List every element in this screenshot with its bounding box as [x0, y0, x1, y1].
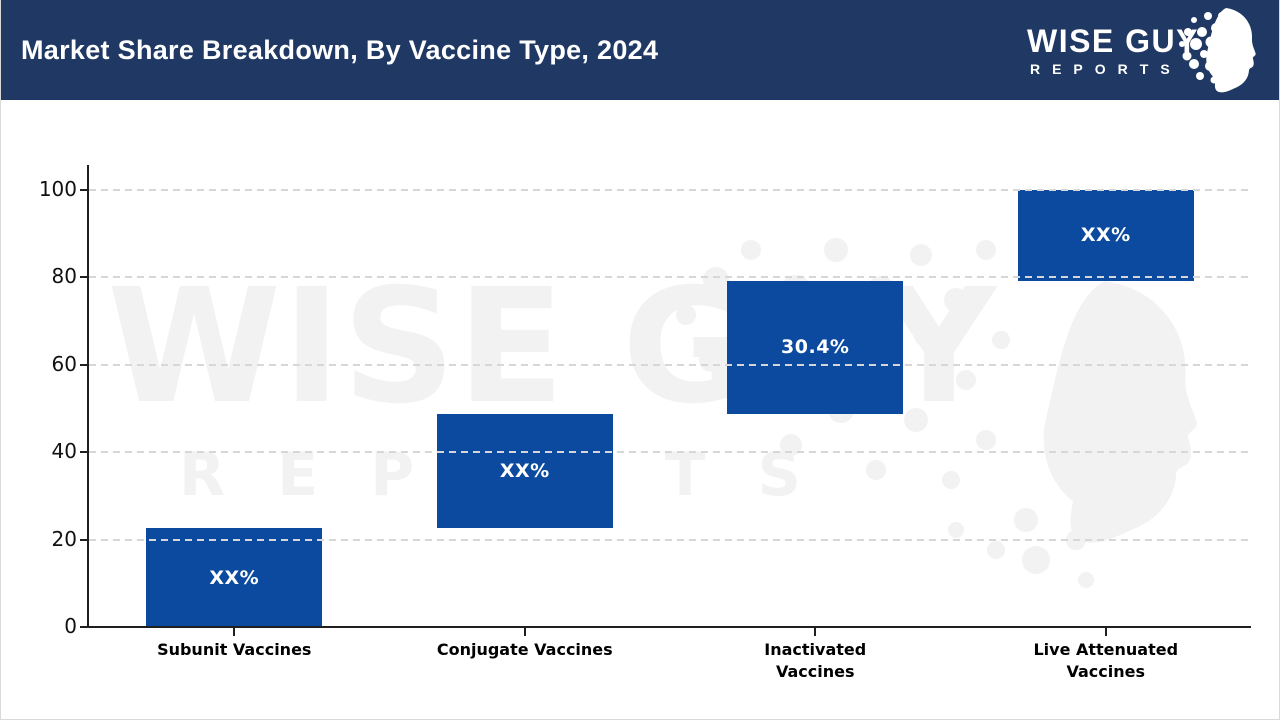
category-label: Conjugate Vaccines — [436, 640, 613, 659]
y-tick-label: 20 — [51, 526, 77, 551]
bar-conjugate-vaccines[interactable] — [436, 413, 613, 529]
logo-head-icon — [1179, 8, 1256, 93]
y-axis-line — [87, 165, 90, 627]
bar-inactivated-vaccines[interactable] — [727, 280, 904, 414]
y-tick-label: 80 — [51, 264, 77, 288]
bar-value-label: XX% — [499, 460, 550, 483]
y-tick-mark — [80, 626, 89, 628]
y-tick-label: 0 — [64, 614, 77, 638]
y-tick-label: 60 — [51, 351, 77, 376]
bar-subunit-vaccines[interactable] — [146, 528, 323, 627]
x-tick-mark — [1104, 627, 1107, 636]
x-tick-mark — [814, 627, 817, 636]
logo-text: WISE GUY REPORTS — [1027, 24, 1199, 77]
gridline-20 — [89, 538, 1251, 541]
y-tick-label: 40 — [51, 439, 77, 463]
logo-subtitle: REPORTS — [1029, 60, 1182, 77]
x-tick-mark — [233, 627, 236, 636]
x-axis-line — [87, 625, 1251, 629]
category-label: Live Attenuated Vaccines — [1033, 640, 1179, 681]
gridline-60 — [89, 363, 1251, 366]
wise-guy-reports-logo: WISE GUY REPORTS — [1027, 6, 1259, 94]
bar-value-label: 30.4% — [781, 336, 850, 359]
gridline-80 — [89, 276, 1251, 278]
chart-title: Market Share Breakdown, By Vaccine Type,… — [21, 34, 659, 65]
y-tick-label: 100 — [38, 176, 77, 201]
gridline-40 — [89, 451, 1251, 453]
y-tick-mark — [80, 363, 89, 366]
category-label: Subunit Vaccines — [157, 640, 312, 659]
header-bar: Market Share Breakdown, By Vaccine Type,… — [1, 0, 1279, 100]
y-tick-mark — [80, 451, 89, 453]
y-tick-mark — [80, 188, 89, 191]
y-tick-mark — [80, 276, 89, 278]
bar-live-attenuated-vaccines[interactable] — [1017, 189, 1194, 281]
x-tick-mark — [523, 627, 526, 636]
category-label: Inactivated Vaccines — [764, 640, 867, 681]
logo-wordmark: WISE GUY — [1026, 22, 1199, 59]
gridline-100 — [89, 188, 1251, 191]
y-tick-mark — [80, 538, 89, 541]
bar-value-label: XX% — [209, 566, 260, 589]
bar-value-label: XX% — [1080, 224, 1131, 247]
